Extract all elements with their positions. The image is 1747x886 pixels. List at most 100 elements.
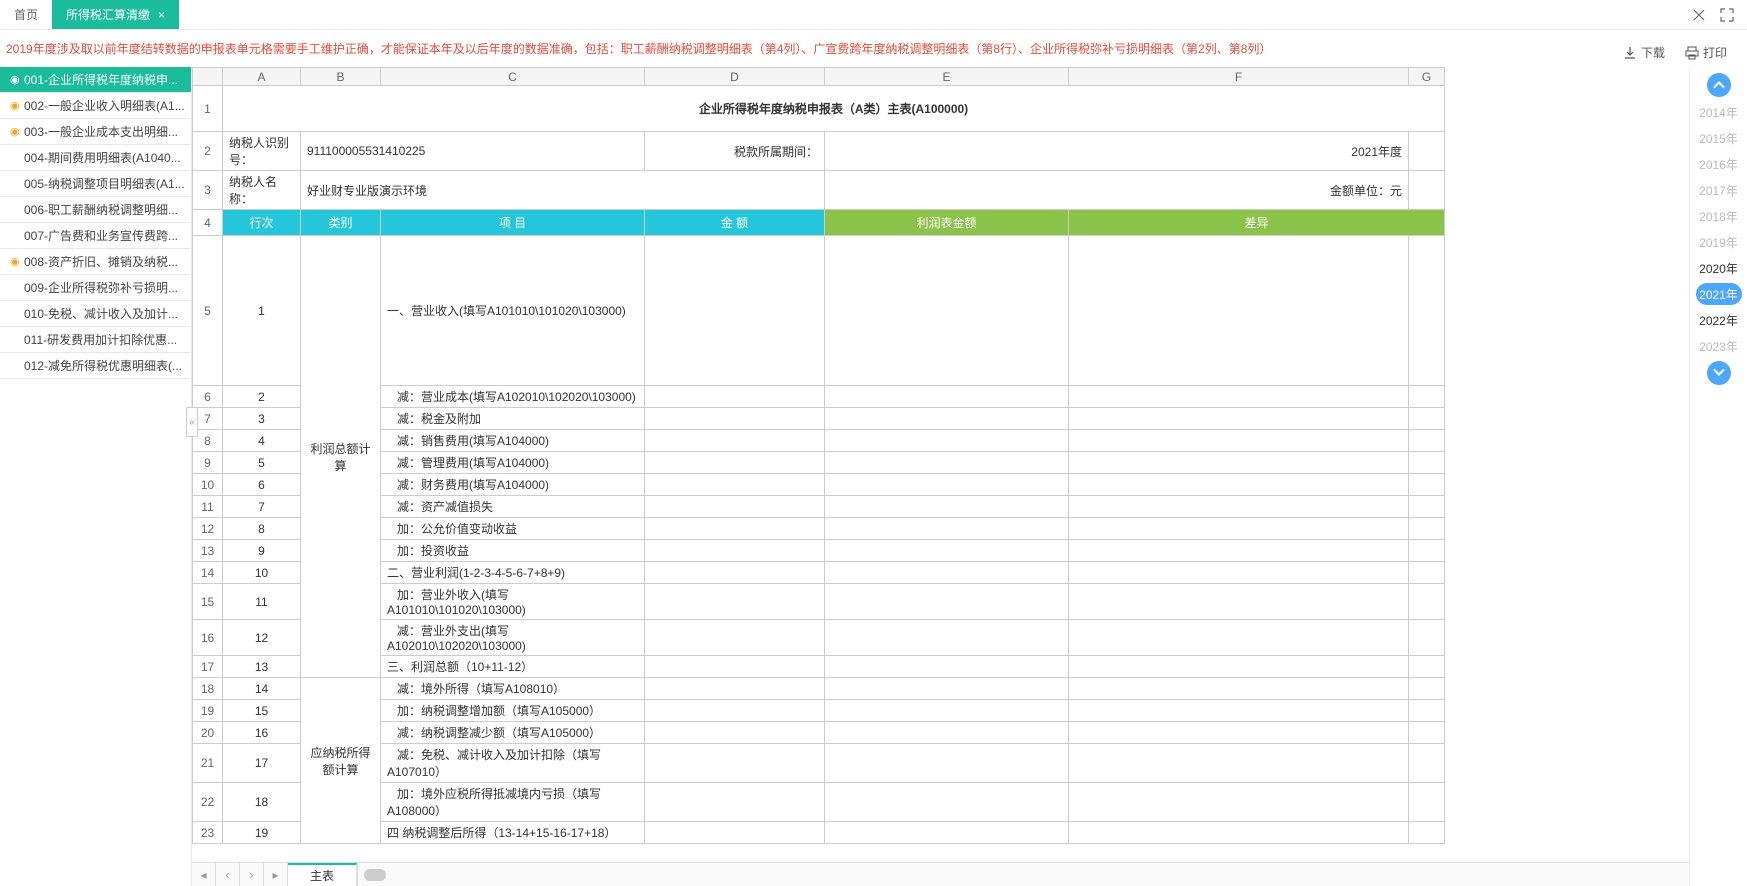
sidebar-item[interactable]: ◉003-一般企业成本支出明细...	[0, 119, 191, 145]
cell-amount[interactable]	[645, 430, 825, 452]
cell-diff[interactable]	[1069, 656, 1409, 678]
row-header[interactable]: 17	[193, 656, 223, 678]
tab-active[interactable]: 所得税汇算清缴 ×	[52, 0, 179, 29]
cell-diff[interactable]	[1069, 678, 1409, 700]
cell-amount[interactable]	[645, 236, 825, 386]
cell-item[interactable]: 减：销售费用(填写A104000)	[381, 430, 645, 452]
col-header[interactable]: E	[825, 68, 1069, 86]
cell-rowno[interactable]: 19	[223, 822, 301, 844]
row-header[interactable]: 15	[193, 584, 223, 620]
cell-item[interactable]: 减：资产减值损失	[381, 496, 645, 518]
cell-rowno[interactable]: 13	[223, 656, 301, 678]
cell-profit[interactable]	[825, 722, 1069, 744]
cell-item[interactable]: 减：管理费用(填写A104000)	[381, 452, 645, 474]
cell-item[interactable]: 减：税金及附加	[381, 408, 645, 430]
cell-profit[interactable]	[825, 496, 1069, 518]
cell-rowno[interactable]: 1	[223, 236, 301, 386]
cell-amount[interactable]	[645, 722, 825, 744]
cell-profit[interactable]	[825, 236, 1069, 386]
row-header[interactable]: 18	[193, 678, 223, 700]
cell-rowno[interactable]: 5	[223, 452, 301, 474]
cell-diff[interactable]	[1069, 474, 1409, 496]
cell-rowno[interactable]: 3	[223, 408, 301, 430]
cell-profit[interactable]	[825, 822, 1069, 844]
cell-item[interactable]: 减：境外所得（填写A108010）	[381, 678, 645, 700]
sidebar-item[interactable]: 009-企业所得税弥补亏损明...	[0, 275, 191, 301]
sidebar-item[interactable]: 010-免税、减计收入及加计...	[0, 301, 191, 327]
cell-g[interactable]	[1409, 452, 1445, 474]
row-header[interactable]: 21	[193, 744, 223, 783]
cell-amount[interactable]	[645, 744, 825, 783]
year-up-icon[interactable]	[1707, 73, 1731, 97]
cell-amount[interactable]	[645, 452, 825, 474]
sidebar-item[interactable]: ◉001-企业所得税年度纳税申...	[0, 67, 191, 93]
sidebar-item[interactable]: ◉008-资产折旧、摊销及纳税...	[0, 249, 191, 275]
cell-g[interactable]	[1409, 656, 1445, 678]
row-header[interactable]: 10	[193, 474, 223, 496]
cell-item[interactable]: 减：营业外支出(填写A102010\102020\103000)	[381, 620, 645, 656]
cell-rowno[interactable]: 6	[223, 474, 301, 496]
cell-item[interactable]: 加：营业外收入(填写A101010\101020\103000)	[381, 584, 645, 620]
cell-rowno[interactable]: 10	[223, 562, 301, 584]
year-option[interactable]: 2021年	[1696, 283, 1742, 305]
cell-g[interactable]	[1409, 430, 1445, 452]
cell-profit[interactable]	[825, 620, 1069, 656]
col-header[interactable]: B	[301, 68, 381, 86]
cell-amount[interactable]	[645, 700, 825, 722]
cell-g[interactable]	[1409, 620, 1445, 656]
cell-g[interactable]	[1409, 744, 1445, 783]
sidebar-item[interactable]: 005-纳税调整项目明细表(A1...	[0, 171, 191, 197]
sidebar-item[interactable]: 004-期间费用明细表(A1040...	[0, 145, 191, 171]
cell-diff[interactable]	[1069, 822, 1409, 844]
cell-diff[interactable]	[1069, 562, 1409, 584]
sidebar-item[interactable]: 006-职工薪酬纳税调整明细...	[0, 197, 191, 223]
cell-item[interactable]: 加：境外应税所得抵减境内亏损（填写A108000）	[381, 783, 645, 822]
row-header[interactable]: 11	[193, 496, 223, 518]
col-header[interactable]: F	[1069, 68, 1409, 86]
sheet-nav-prev-icon[interactable]: ‹	[216, 863, 240, 886]
cell-g[interactable]	[1409, 783, 1445, 822]
cell-g[interactable]	[1409, 584, 1445, 620]
col-header[interactable]: D	[645, 68, 825, 86]
row-header[interactable]: 6	[193, 386, 223, 408]
cell-item[interactable]: 减：财务费用(填写A104000)	[381, 474, 645, 496]
cell-item[interactable]: 一、营业收入(填写A101010\101020\103000)	[381, 236, 645, 386]
cell-g[interactable]	[1409, 518, 1445, 540]
row-header[interactable]: 3	[193, 171, 223, 210]
cell-diff[interactable]	[1069, 620, 1409, 656]
cell-rowno[interactable]: 12	[223, 620, 301, 656]
cell-profit[interactable]	[825, 518, 1069, 540]
cell-item[interactable]: 加：公允价值变动收益	[381, 518, 645, 540]
tab-home[interactable]: 首页	[0, 0, 52, 29]
cell-diff[interactable]	[1069, 783, 1409, 822]
cell-rowno[interactable]: 9	[223, 540, 301, 562]
cell-diff[interactable]	[1069, 722, 1409, 744]
cell-g[interactable]	[1409, 722, 1445, 744]
cell-diff[interactable]	[1069, 496, 1409, 518]
cell-rowno[interactable]: 15	[223, 700, 301, 722]
row-header[interactable]: 20	[193, 722, 223, 744]
cell-diff[interactable]	[1069, 518, 1409, 540]
cell-profit[interactable]	[825, 584, 1069, 620]
cell-profit[interactable]	[825, 540, 1069, 562]
cell-amount[interactable]	[645, 678, 825, 700]
cell-rowno[interactable]: 2	[223, 386, 301, 408]
cell-profit[interactable]	[825, 430, 1069, 452]
horizontal-scrollbar[interactable]	[357, 863, 1689, 886]
cell-amount[interactable]	[645, 386, 825, 408]
cell-amount[interactable]	[645, 518, 825, 540]
cell-g[interactable]	[1409, 700, 1445, 722]
cell-profit[interactable]	[825, 783, 1069, 822]
cell-diff[interactable]	[1069, 386, 1409, 408]
cell-diff[interactable]	[1069, 700, 1409, 722]
cell-amount[interactable]	[645, 562, 825, 584]
cell-rowno[interactable]: 17	[223, 744, 301, 783]
cell-item[interactable]: 减：免税、减计收入及加计扣除（填写A107010）	[381, 744, 645, 783]
cell-diff[interactable]	[1069, 430, 1409, 452]
col-header[interactable]: A	[223, 68, 301, 86]
download-button[interactable]: 下载	[1623, 44, 1665, 61]
cell-rowno[interactable]: 14	[223, 678, 301, 700]
cell-g[interactable]	[1409, 236, 1445, 386]
cell-rowno[interactable]: 7	[223, 496, 301, 518]
row-header[interactable]: 12	[193, 518, 223, 540]
